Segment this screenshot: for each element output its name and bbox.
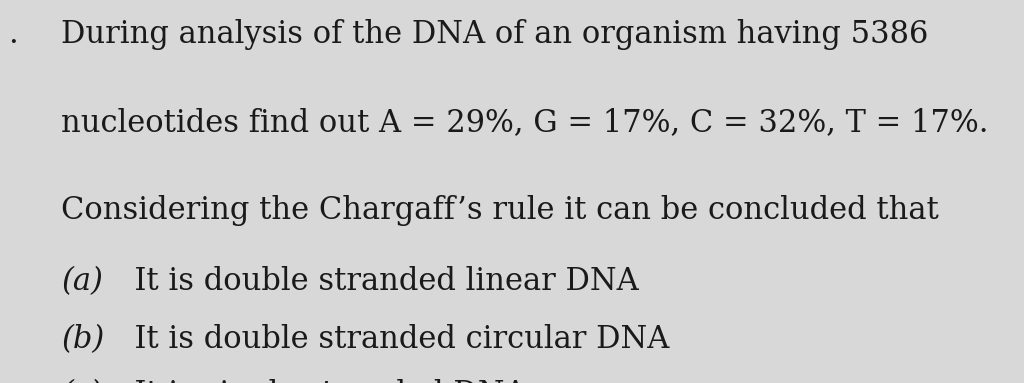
Text: .: . [8, 19, 18, 50]
Text: (c): (c) [61, 379, 102, 383]
Text: (b): (b) [61, 324, 104, 355]
Text: It is single stranded DNA: It is single stranded DNA [115, 379, 526, 383]
Text: It is double stranded linear DNA: It is double stranded linear DNA [115, 266, 638, 297]
Text: (a): (a) [61, 266, 103, 297]
Text: Considering the Chargaff’s rule it can be concluded that: Considering the Chargaff’s rule it can b… [61, 195, 939, 226]
Text: During analysis of the DNA of an organism having 5386: During analysis of the DNA of an organis… [61, 19, 929, 50]
Text: nucleotides find out A = 29%, G = 17%, C = 32%, T = 17%.: nucleotides find out A = 29%, G = 17%, C… [61, 107, 989, 138]
Text: It is double stranded circular DNA: It is double stranded circular DNA [115, 324, 669, 355]
